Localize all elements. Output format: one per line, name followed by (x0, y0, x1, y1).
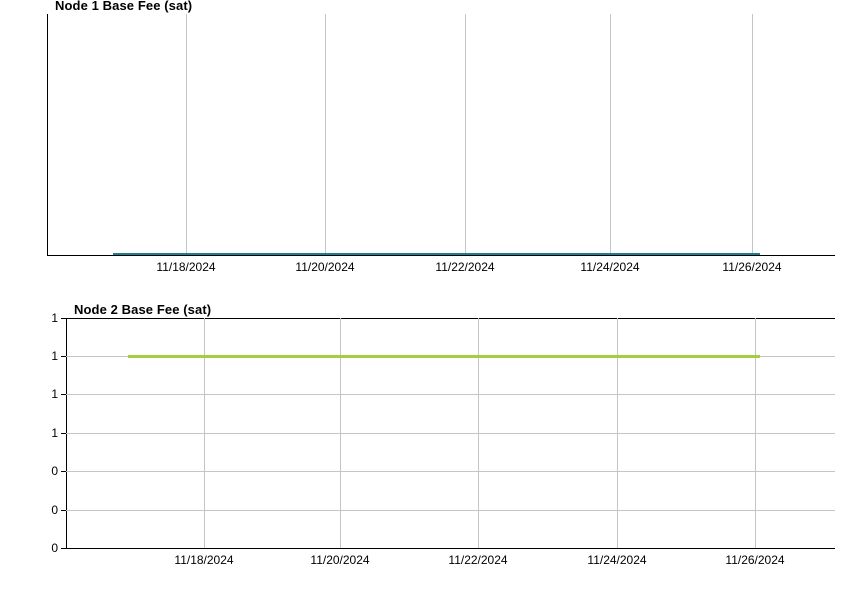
y-axis-line-node1 (47, 14, 48, 256)
y-axis-tick-label: 1 (51, 349, 58, 363)
vertical-gridline (752, 14, 753, 256)
x-axis-tick-label: 11/20/2024 (295, 260, 355, 274)
vertical-gridline (186, 14, 187, 256)
vertical-gridline (610, 14, 611, 256)
y-axis-tick-label: 1 (51, 387, 58, 401)
y-axis-tick-mark (61, 356, 66, 357)
chart-title-node1: Node 1 Base Fee (sat) (55, 0, 193, 13)
y-axis-tick-mark (61, 394, 66, 395)
vertical-gridline (465, 14, 466, 256)
y-axis-tick-mark (61, 510, 66, 511)
plot-area-node2 (66, 318, 835, 549)
series-line-node2 (128, 355, 760, 358)
y-axis-tick-mark (61, 433, 66, 434)
vertical-gridline (755, 318, 756, 548)
x-axis-line-node2 (66, 548, 835, 549)
x-axis-tick-label: 11/26/2024 (725, 553, 785, 567)
x-axis-tick-label: 11/26/2024 (722, 260, 782, 274)
x-axis-tick-label: 11/22/2024 (448, 553, 508, 567)
vertical-gridline (617, 318, 618, 548)
y-axis-tick-mark (61, 548, 66, 549)
x-axis-top-line-node2 (66, 318, 835, 319)
y-axis-tick-mark (61, 471, 66, 472)
horizontal-gridline (66, 394, 835, 395)
plot-area-node1 (47, 14, 835, 256)
x-axis-line-node1 (47, 255, 835, 256)
vertical-gridline (478, 318, 479, 548)
x-axis-tick-label: 11/20/2024 (310, 553, 370, 567)
x-axis-tick-label: 11/24/2024 (580, 260, 640, 274)
chart-title-node2: Node 2 Base Fee (sat) (74, 302, 212, 317)
chart-node2-base-fee: Node 2 Base Fee (sat) 1 1 1 1 0 0 0 11/18/2024… (0, 290, 860, 600)
chart-node1-base-fee: Node 1 Base Fee (sat) 11/18/2024 11/20/20… (0, 0, 860, 290)
vertical-gridline (340, 318, 341, 548)
horizontal-gridline (66, 471, 835, 472)
horizontal-gridline (66, 510, 835, 511)
series-line-node1 (113, 253, 760, 256)
x-axis-tick-label: 11/18/2024 (156, 260, 216, 274)
vertical-gridline (325, 14, 326, 256)
y-axis-tick-label: 1 (51, 311, 58, 325)
y-axis-tick-label: 0 (51, 503, 58, 517)
x-axis-tick-label: 11/24/2024 (587, 553, 647, 567)
y-axis-tick-label: 0 (51, 541, 58, 555)
x-axis-tick-label: 11/18/2024 (174, 553, 234, 567)
y-axis-tick-mark (61, 318, 66, 319)
y-axis-tick-label: 0 (51, 464, 58, 478)
vertical-gridline (204, 318, 205, 548)
y-axis-tick-label: 1 (51, 426, 58, 440)
x-axis-tick-label: 11/22/2024 (435, 260, 495, 274)
horizontal-gridline (66, 433, 835, 434)
